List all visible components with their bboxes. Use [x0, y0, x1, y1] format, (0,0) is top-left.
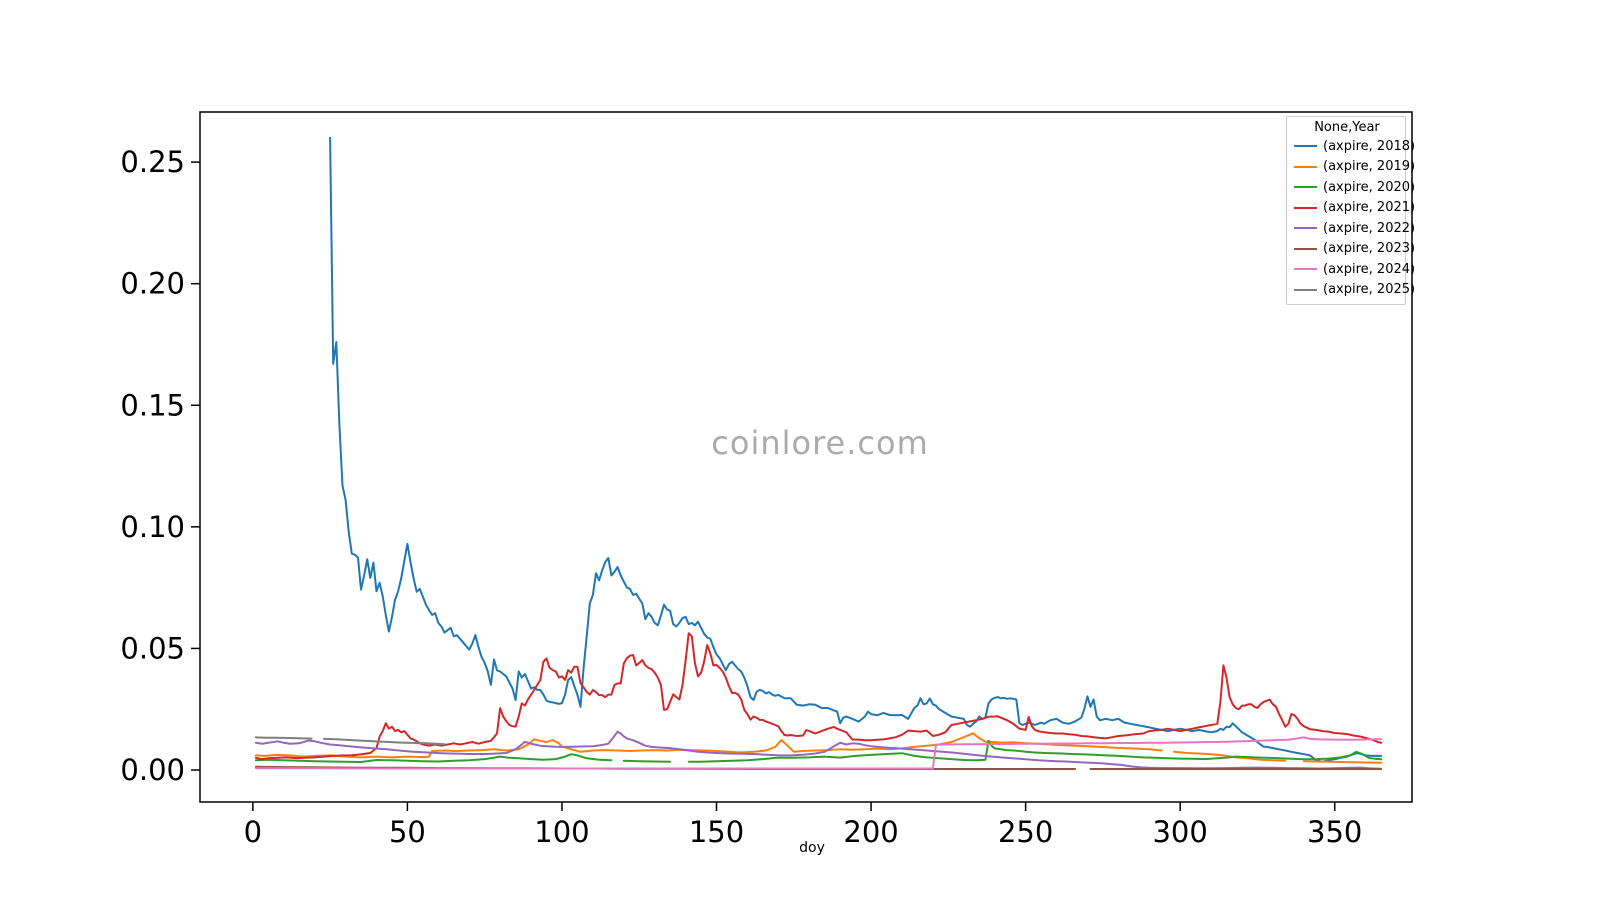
- legend-swatch-2024: [1294, 268, 1317, 271]
- legend-swatch-2023: [1294, 247, 1317, 250]
- legend: None,Year (axpire, 2018) (axpire, 2019) (a…: [1286, 116, 1415, 305]
- plot-frame: [199, 111, 1413, 803]
- legend-label-2020: (axpire, 2020): [1323, 179, 1416, 195]
- legend-swatch-2018: [1294, 145, 1317, 148]
- series-line-2022: [254, 730, 1383, 770]
- series-line-2021: [254, 632, 1383, 761]
- legend-swatch-2020: [1294, 186, 1317, 189]
- series-line-2024: [254, 736, 1383, 770]
- legend-entry-2018: (axpire, 2018): [1294, 136, 1415, 157]
- legend-entry-2025: (axpire, 2025): [1294, 280, 1415, 301]
- y-tick-label: 0.20: [120, 267, 185, 301]
- legend-entry-2019: (axpire, 2019): [1294, 157, 1415, 178]
- x-tick-label: 200: [843, 815, 898, 849]
- legend-label-2018: (axpire, 2018): [1323, 138, 1416, 154]
- legend-swatch-2019: [1294, 165, 1317, 168]
- x-tick-label: 350: [1307, 815, 1362, 849]
- y-tick-label: 0.15: [120, 388, 185, 422]
- legend-entry-2023: (axpire, 2023): [1294, 239, 1415, 260]
- legend-label-2023: (axpire, 2023): [1323, 241, 1416, 257]
- y-tick-label: 0.10: [120, 510, 185, 544]
- legend-entry-2020: (axpire, 2020): [1294, 177, 1415, 198]
- series-line-2019: [254, 732, 1163, 759]
- watermark: coinlore.com: [711, 424, 929, 462]
- series-line-2020: [687, 739, 1383, 763]
- series-line-2025: [323, 737, 446, 746]
- y-tick-label: 0.05: [120, 631, 185, 665]
- series-line-2020: [622, 759, 672, 763]
- legend-entries: (axpire, 2018) (axpire, 2019) (axpire, 202…: [1294, 136, 1415, 301]
- legend-entry-2022: (axpire, 2022): [1294, 218, 1415, 239]
- legend-swatch-2022: [1294, 227, 1317, 230]
- x-tick-label: 250: [998, 815, 1053, 849]
- series-line-2019: [1302, 760, 1383, 764]
- legend-entry-2024: (axpire, 2024): [1294, 259, 1415, 280]
- series-line-2018: [329, 136, 1383, 763]
- legend-label-2021: (axpire, 2021): [1323, 200, 1416, 216]
- series-line-2025: [254, 736, 313, 740]
- x-tick-label: 50: [389, 815, 426, 849]
- x-tick-label: 150: [689, 815, 744, 849]
- y-tick-label: 0.25: [120, 145, 185, 179]
- legend-swatch-2025: [1294, 288, 1317, 291]
- x-tick-label: 100: [534, 815, 589, 849]
- legend-label-2022: (axpire, 2022): [1323, 220, 1416, 236]
- x-tick-label: 0: [244, 815, 262, 849]
- legend-label-2024: (axpire, 2024): [1323, 261, 1416, 277]
- series-line-2020: [254, 753, 613, 763]
- x-tick-label: 300: [1152, 815, 1207, 849]
- legend-label-2025: (axpire, 2025): [1323, 282, 1416, 298]
- x-axis-label: doy: [799, 840, 825, 856]
- y-tick-label: 0.00: [120, 753, 185, 787]
- legend-label-2019: (axpire, 2019): [1323, 159, 1416, 175]
- legend-title: None,Year: [1314, 120, 1380, 135]
- legend-swatch-2021: [1294, 206, 1317, 209]
- legend-entry-2021: (axpire, 2021): [1294, 198, 1415, 219]
